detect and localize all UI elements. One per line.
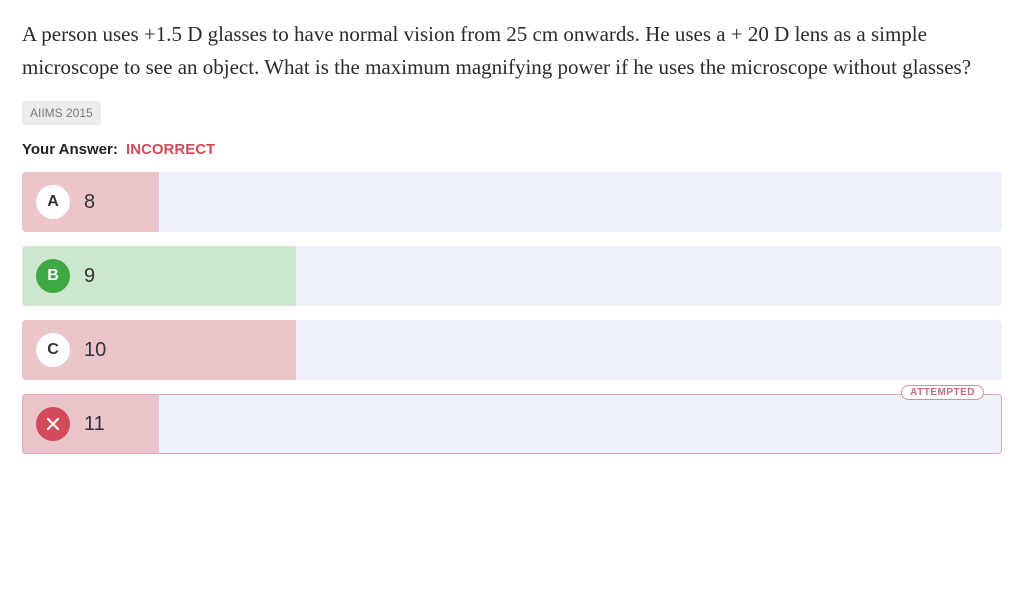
option-content: B9 [22, 246, 1002, 306]
your-answer-label: Your Answer: [22, 141, 118, 158]
option-text: 9 [84, 265, 95, 288]
option-letter: A [36, 185, 70, 219]
option-letter: C [36, 333, 70, 367]
question-text: A person uses +1.5 D glasses to have nor… [22, 18, 1002, 83]
option-row[interactable]: B9 [22, 246, 1002, 306]
option-text: 10 [84, 339, 106, 362]
your-answer-line: Your Answer: INCORRECT [22, 141, 1002, 158]
option-text: 8 [84, 191, 95, 214]
attempted-badge: ATTEMPTED [901, 385, 984, 400]
cross-icon [36, 407, 70, 441]
option-row[interactable]: C 10 [22, 320, 1002, 380]
option-text: 11 [84, 413, 105, 436]
option-row[interactable]: A8 [22, 172, 1002, 232]
option-content: 11 [22, 394, 1002, 454]
option-row[interactable]: ATTEMPTED11 [22, 394, 1002, 454]
exam-tag: AIIMS 2015 [22, 101, 101, 125]
your-answer-status: INCORRECT [126, 141, 215, 158]
option-letter: B [36, 259, 70, 293]
options-list: A8B9C10ATTEMPTED11 [22, 172, 1002, 454]
option-content: C 10 [22, 320, 1002, 380]
option-content: A8 [22, 172, 1002, 232]
